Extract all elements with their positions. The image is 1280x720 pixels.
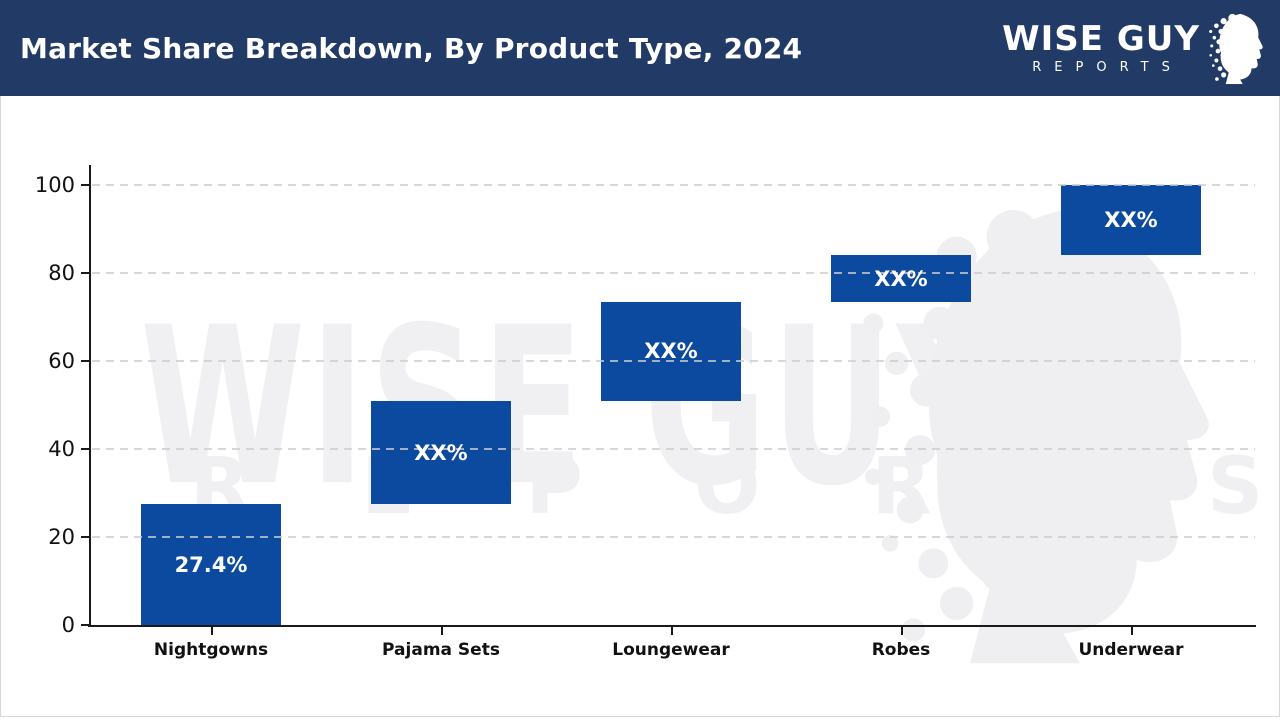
gridline-80	[92, 272, 1255, 274]
logo-brand-sub: REPORTS	[1032, 60, 1183, 75]
x-axis-line	[88, 625, 1256, 627]
x-tick-mark	[671, 627, 673, 635]
x-axis-label-2: Pajama Sets	[382, 640, 500, 660]
wiseguy-logo-text: WISE GUY REPORTS	[1002, 22, 1200, 74]
y-axis-label-20: 20	[48, 525, 75, 549]
y-tick-mark	[81, 536, 89, 538]
y-axis-label-0: 0	[61, 613, 75, 637]
bar-pajama-sets	[371, 400, 511, 505]
y-tick-mark	[81, 184, 89, 186]
bar-value-label: XX%	[874, 266, 928, 291]
y-axis-label-80: 80	[48, 261, 75, 285]
page-title: Market Share Breakdown, By Product Type,…	[20, 31, 803, 65]
x-axis-label-3: Loungewear	[612, 640, 730, 660]
logo-brand-name: WISE GUY	[1002, 19, 1200, 59]
bar-value-label: XX%	[414, 440, 468, 465]
gridline-60	[92, 360, 1255, 362]
gridline-100	[92, 184, 1255, 186]
bar-loungewear	[601, 302, 741, 401]
x-tick-mark	[901, 627, 903, 635]
y-tick-mark	[81, 624, 89, 626]
frame-border-bottom	[0, 716, 1280, 717]
y-tick-mark	[81, 360, 89, 362]
y-tick-mark	[81, 272, 89, 274]
x-tick-mark	[441, 627, 443, 635]
bar-value-label: XX%	[644, 339, 698, 364]
wiseguy-logo: WISE GUY REPORTS	[1002, 8, 1266, 88]
bar-nightgowns	[141, 504, 281, 625]
header-bar: Market Share Breakdown, By Product Type,…	[0, 0, 1280, 96]
x-tick-mark	[1131, 627, 1133, 635]
y-tick-mark	[81, 448, 89, 450]
y-axis-line	[89, 165, 91, 627]
x-tick-mark	[211, 627, 213, 635]
frame-border-left	[0, 96, 1, 717]
bar-value-label: XX%	[1104, 208, 1158, 233]
y-axis-label-100: 100	[34, 173, 75, 197]
bar-value-label: 27.4%	[174, 552, 248, 577]
y-axis-label-40: 40	[48, 437, 75, 461]
x-axis-label-1: Nightgowns	[153, 640, 269, 660]
gridline-20	[92, 536, 1255, 538]
x-axis-label-4: Robes	[871, 640, 931, 660]
y-axis-label-60: 60	[48, 349, 75, 373]
x-axis-label-5: Underwear	[1078, 640, 1184, 660]
gridline-40	[92, 448, 1255, 450]
